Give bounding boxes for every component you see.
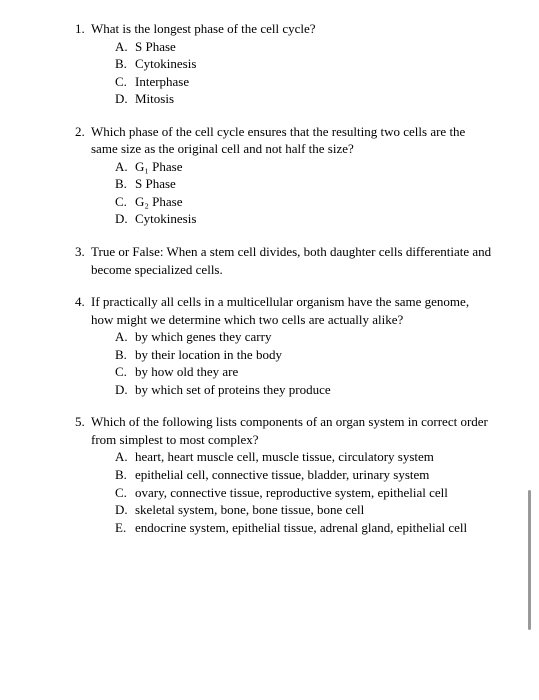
option-text: S Phase (135, 175, 494, 193)
question-3: 3. True or False: When a stem cell divid… (45, 243, 494, 278)
option-letter: A. (115, 38, 135, 56)
option-c: C.by how old they are (115, 363, 494, 381)
option-a: A.heart, heart muscle cell, muscle tissu… (115, 448, 494, 466)
option-c: C.Interphase (115, 73, 494, 91)
options-list: A.heart, heart muscle cell, muscle tissu… (45, 448, 494, 536)
scrollbar-thumb[interactable] (528, 490, 531, 630)
question-2: 2. Which phase of the cell cycle ensures… (45, 123, 494, 228)
option-a: A.S Phase (115, 38, 494, 56)
option-a: A.by which genes they carry (115, 328, 494, 346)
question-prompt: What is the longest phase of the cell cy… (91, 20, 494, 38)
option-c: C.G₂ Phase (115, 193, 494, 211)
option-text: S Phase (135, 38, 494, 56)
option-text: heart, heart muscle cell, muscle tissue,… (135, 448, 494, 466)
question-text: 4. If practically all cells in a multice… (45, 293, 494, 328)
option-text: Mitosis (135, 90, 494, 108)
option-text: by their location in the body (135, 346, 494, 364)
question-5: 5. Which of the following lists componen… (45, 413, 494, 536)
option-d: D.by which set of proteins they produce (115, 381, 494, 399)
option-text: by which set of proteins they produce (135, 381, 494, 399)
option-text: endocrine system, epithelial tissue, adr… (135, 519, 494, 537)
option-letter: A. (115, 328, 135, 346)
option-letter: D. (115, 210, 135, 228)
option-letter: A. (115, 448, 135, 466)
option-e: E.endocrine system, epithelial tissue, a… (115, 519, 494, 537)
option-text: G₂ Phase (135, 193, 494, 211)
question-text: 5. Which of the following lists componen… (45, 413, 494, 448)
question-prompt: If practically all cells in a multicellu… (91, 293, 494, 328)
option-b: B.by their location in the body (115, 346, 494, 364)
option-d: D.Mitosis (115, 90, 494, 108)
question-number: 2. (75, 123, 91, 158)
option-letter: E. (115, 519, 135, 537)
question-1: 1. What is the longest phase of the cell… (45, 20, 494, 108)
options-list: A.by which genes they carry B.by their l… (45, 328, 494, 398)
question-text: 2. Which phase of the cell cycle ensures… (45, 123, 494, 158)
question-prompt: Which phase of the cell cycle ensures th… (91, 123, 494, 158)
option-text: by which genes they carry (135, 328, 494, 346)
option-text: G₁ Phase (135, 158, 494, 176)
option-c: C.ovary, connective tissue, reproductive… (115, 484, 494, 502)
question-number: 5. (75, 413, 91, 448)
question-prompt: Which of the following lists components … (91, 413, 494, 448)
options-list: A.G₁ Phase B.S Phase C.G₂ Phase D.Cytoki… (45, 158, 494, 228)
option-letter: B. (115, 466, 135, 484)
option-text: ovary, connective tissue, reproductive s… (135, 484, 494, 502)
option-text: skeletal system, bone, bone tissue, bone… (135, 501, 494, 519)
option-letter: B. (115, 55, 135, 73)
question-number: 1. (75, 20, 91, 38)
option-letter: D. (115, 381, 135, 399)
option-letter: D. (115, 90, 135, 108)
question-text: 1. What is the longest phase of the cell… (45, 20, 494, 38)
quiz-document: 1. What is the longest phase of the cell… (45, 20, 494, 536)
option-text: Interphase (135, 73, 494, 91)
option-letter: C. (115, 193, 135, 211)
option-letter: B. (115, 175, 135, 193)
question-prompt: True or False: When a stem cell divides,… (91, 243, 494, 278)
option-letter: A. (115, 158, 135, 176)
option-text: epithelial cell, connective tissue, blad… (135, 466, 494, 484)
option-text: Cytokinesis (135, 210, 494, 228)
question-4: 4. If practically all cells in a multice… (45, 293, 494, 398)
question-text: 3. True or False: When a stem cell divid… (45, 243, 494, 278)
option-letter: D. (115, 501, 135, 519)
option-a: A.G₁ Phase (115, 158, 494, 176)
option-letter: C. (115, 73, 135, 91)
question-number: 4. (75, 293, 91, 328)
option-text: by how old they are (135, 363, 494, 381)
option-letter: C. (115, 484, 135, 502)
option-d: D.skeletal system, bone, bone tissue, bo… (115, 501, 494, 519)
option-b: B.S Phase (115, 175, 494, 193)
question-number: 3. (75, 243, 91, 278)
option-b: B.Cytokinesis (115, 55, 494, 73)
options-list: A.S Phase B.Cytokinesis C.Interphase D.M… (45, 38, 494, 108)
option-d: D.Cytokinesis (115, 210, 494, 228)
option-b: B.epithelial cell, connective tissue, bl… (115, 466, 494, 484)
option-letter: C. (115, 363, 135, 381)
option-letter: B. (115, 346, 135, 364)
option-text: Cytokinesis (135, 55, 494, 73)
